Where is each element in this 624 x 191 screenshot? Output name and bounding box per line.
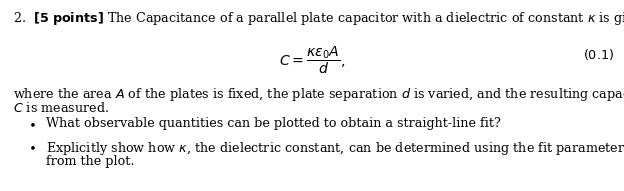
Text: What observable quantities can be plotted to obtain a straight-line fit?: What observable quantities can be plotte… — [46, 117, 501, 130]
Text: 2.  $\mathbf{[5\ \mathbf{points}]}$ The Capacitance of a parallel plate capacito: 2. $\mathbf{[5\ \mathbf{points}]}$ The C… — [13, 10, 624, 27]
Text: $C$ is measured.: $C$ is measured. — [13, 101, 109, 115]
Text: $(0.1)$: $(0.1)$ — [583, 46, 614, 62]
Text: Explicitly show how $\kappa$, the dielectric constant, can be determined using t: Explicitly show how $\kappa$, the dielec… — [46, 140, 624, 157]
Text: $\bullet$: $\bullet$ — [28, 140, 36, 153]
Text: $C = \dfrac{\kappa\epsilon_0 A}{d},$: $C = \dfrac{\kappa\epsilon_0 A}{d},$ — [279, 44, 345, 76]
Text: where the area $A$ of the plates is fixed, the plate separation $d$ is varied, a: where the area $A$ of the plates is fixe… — [13, 86, 624, 103]
Text: $\bullet$: $\bullet$ — [28, 117, 36, 130]
Text: from the plot.: from the plot. — [46, 155, 135, 168]
